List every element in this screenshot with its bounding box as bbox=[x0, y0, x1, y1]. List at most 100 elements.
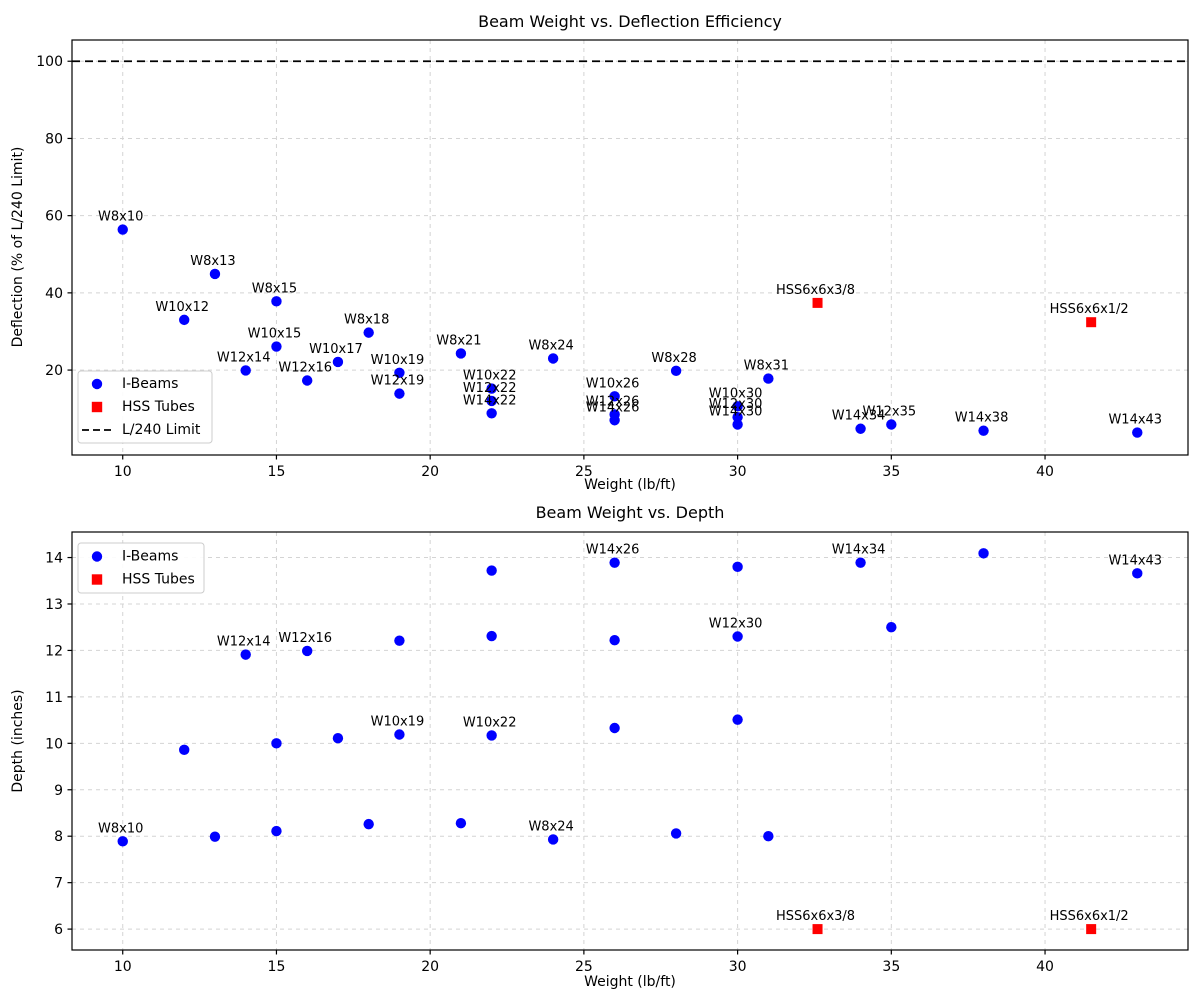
point-label-W14x34: W14x34 bbox=[832, 543, 886, 558]
y-tick-label: 100 bbox=[36, 54, 63, 70]
data-point-W8x15 bbox=[271, 296, 282, 307]
y-tick-label: 8 bbox=[54, 829, 63, 845]
y-tick-label: 9 bbox=[54, 783, 63, 799]
data-point-W8x21 bbox=[455, 348, 467, 359]
y-axis-label: Deflection (% of L/240 Limit) bbox=[10, 147, 26, 348]
data-point-W10x19 bbox=[394, 367, 405, 378]
data-point-W8x10 bbox=[117, 836, 128, 847]
data-point-W12x14 bbox=[240, 365, 251, 376]
grid bbox=[72, 40, 1188, 455]
y-tick-label: 6 bbox=[54, 922, 63, 938]
data-point-W14x43 bbox=[1132, 427, 1143, 438]
data-point-W14x22 bbox=[486, 408, 497, 419]
y-axis-label: Depth (inches) bbox=[10, 689, 26, 792]
data-point-W12x30 bbox=[732, 631, 743, 642]
legend-marker-circle bbox=[91, 378, 103, 390]
y-tick-label: 7 bbox=[54, 876, 63, 892]
point-label-W8x24: W8x24 bbox=[528, 338, 573, 353]
data-point-W12x35 bbox=[886, 622, 897, 633]
point-label-W14x43: W14x43 bbox=[1108, 413, 1162, 428]
point-label-W10x22: W10x22 bbox=[463, 715, 517, 730]
point-label-HSS6x6x3/8: HSS6x6x3/8 bbox=[776, 909, 855, 924]
legend-marker-square bbox=[91, 574, 103, 585]
point-label-W12x35: W12x35 bbox=[863, 405, 917, 420]
data-point-W10x19 bbox=[394, 729, 405, 740]
point-label-W8x10: W8x10 bbox=[98, 210, 143, 225]
x-tick-label: 20 bbox=[421, 959, 439, 975]
data-point-W8x28 bbox=[670, 828, 682, 839]
data-point-HSS6x6x3/8 bbox=[812, 297, 823, 308]
legend-label: I-Beams bbox=[122, 376, 178, 392]
y-tick-label: 14 bbox=[45, 551, 63, 567]
data-point-W10x26 bbox=[609, 391, 620, 402]
data-point-W12x16 bbox=[301, 375, 313, 386]
data-point-W12x26 bbox=[609, 635, 620, 646]
point-label-W12x14: W12x14 bbox=[217, 635, 271, 650]
legend-label: I-Beams bbox=[122, 549, 178, 565]
x-axis: 10 15 20 25 30 35 40 bbox=[114, 950, 1054, 975]
data-point-W14x38 bbox=[978, 548, 989, 559]
point-label-W8x18: W8x18 bbox=[344, 313, 389, 328]
data-point-W12x22 bbox=[486, 395, 497, 407]
point-label-W8x13: W8x13 bbox=[190, 254, 235, 269]
point-annotations: W8x10 W12x14 W12x16 W10x19 W10x22 W8x24 W14x26… bbox=[98, 543, 1162, 924]
data-point-W10x22 bbox=[486, 383, 497, 394]
legend-label: L/240 Limit bbox=[122, 422, 201, 438]
data-point-W12x16 bbox=[301, 645, 313, 657]
point-label-W10x19: W10x19 bbox=[371, 353, 425, 368]
x-tick-label: 10 bbox=[114, 464, 132, 480]
point-label-W8x15: W8x15 bbox=[252, 281, 297, 296]
point-label-W14x34: W14x34 bbox=[832, 409, 886, 424]
plot-points bbox=[117, 224, 1143, 438]
data-point-W14x26 bbox=[609, 557, 620, 568]
data-point-W8x28 bbox=[670, 365, 682, 377]
data-point-HSS6x6x1/2 bbox=[1086, 924, 1097, 935]
legend: I-Beams HSS Tubes L/240 Limit bbox=[77, 370, 213, 444]
x-tick-label: 40 bbox=[1036, 464, 1054, 480]
point-label-W8x28: W8x28 bbox=[651, 351, 696, 366]
point-label-W10x22: W10x22 bbox=[463, 369, 517, 384]
x-tick-label: 10 bbox=[114, 959, 132, 975]
point-label-W10x17: W10x17 bbox=[309, 342, 363, 357]
point-label-W14x30: W14x30 bbox=[709, 405, 763, 420]
point-label-W14x43: W14x43 bbox=[1108, 553, 1162, 568]
point-label-W12x19: W12x19 bbox=[371, 374, 425, 389]
point-label-W10x26: W10x26 bbox=[586, 376, 640, 391]
y-tick-label: 40 bbox=[45, 286, 63, 302]
point-label-W8x31: W8x31 bbox=[744, 359, 789, 374]
legend-label: HSS Tubes bbox=[122, 572, 195, 588]
plot-border bbox=[71, 39, 1189, 456]
x-tick-label: 30 bbox=[729, 959, 747, 975]
data-point-W14x30 bbox=[732, 419, 743, 430]
y-axis: 6 7 8 9 10 11 12 13 14 bbox=[45, 551, 72, 938]
x-axis-label: Weight (lb/ft) bbox=[584, 974, 676, 990]
x-tick-label: 20 bbox=[421, 464, 439, 480]
data-point-W8x31 bbox=[763, 373, 774, 384]
data-point-W10x30 bbox=[732, 401, 743, 412]
chart-title: Beam Weight vs. Depth bbox=[536, 503, 725, 522]
data-point-W10x12 bbox=[179, 744, 190, 756]
x-tick-label: 40 bbox=[1036, 959, 1054, 975]
y-tick-label: 11 bbox=[45, 690, 63, 706]
point-label-HSS6x6x1/2: HSS6x6x1/2 bbox=[1050, 302, 1129, 317]
legend: I-Beams HSS Tubes bbox=[77, 542, 205, 594]
point-label-W12x22: W12x22 bbox=[463, 381, 517, 396]
data-point-W10x22 bbox=[486, 730, 497, 741]
point-label-W10x19: W10x19 bbox=[371, 714, 425, 729]
data-point-W12x35 bbox=[886, 419, 897, 430]
point-label-W10x15: W10x15 bbox=[248, 327, 302, 342]
y-tick-label: 10 bbox=[45, 736, 63, 752]
point-label-W12x16: W12x16 bbox=[278, 631, 332, 646]
point-label-W14x26: W14x26 bbox=[586, 543, 640, 558]
data-point-W8x15 bbox=[271, 825, 282, 837]
legend-marker-circle bbox=[91, 551, 103, 562]
point-label-W12x14: W12x14 bbox=[217, 350, 271, 365]
point-label-W12x16: W12x16 bbox=[278, 360, 332, 375]
point-label-W12x30: W12x30 bbox=[709, 397, 763, 412]
x-tick-label: 35 bbox=[882, 464, 900, 480]
depth-chart: W8x10 W12x14 W12x16 W10x19 W10x22 W8x24 W14x26… bbox=[10, 503, 1189, 990]
y-axis: 20 40 60 80 100 bbox=[36, 54, 72, 379]
legend-box bbox=[77, 542, 205, 594]
point-label-HSS6x6x1/2: HSS6x6x1/2 bbox=[1050, 909, 1129, 924]
data-point-W10x30 bbox=[732, 714, 743, 725]
